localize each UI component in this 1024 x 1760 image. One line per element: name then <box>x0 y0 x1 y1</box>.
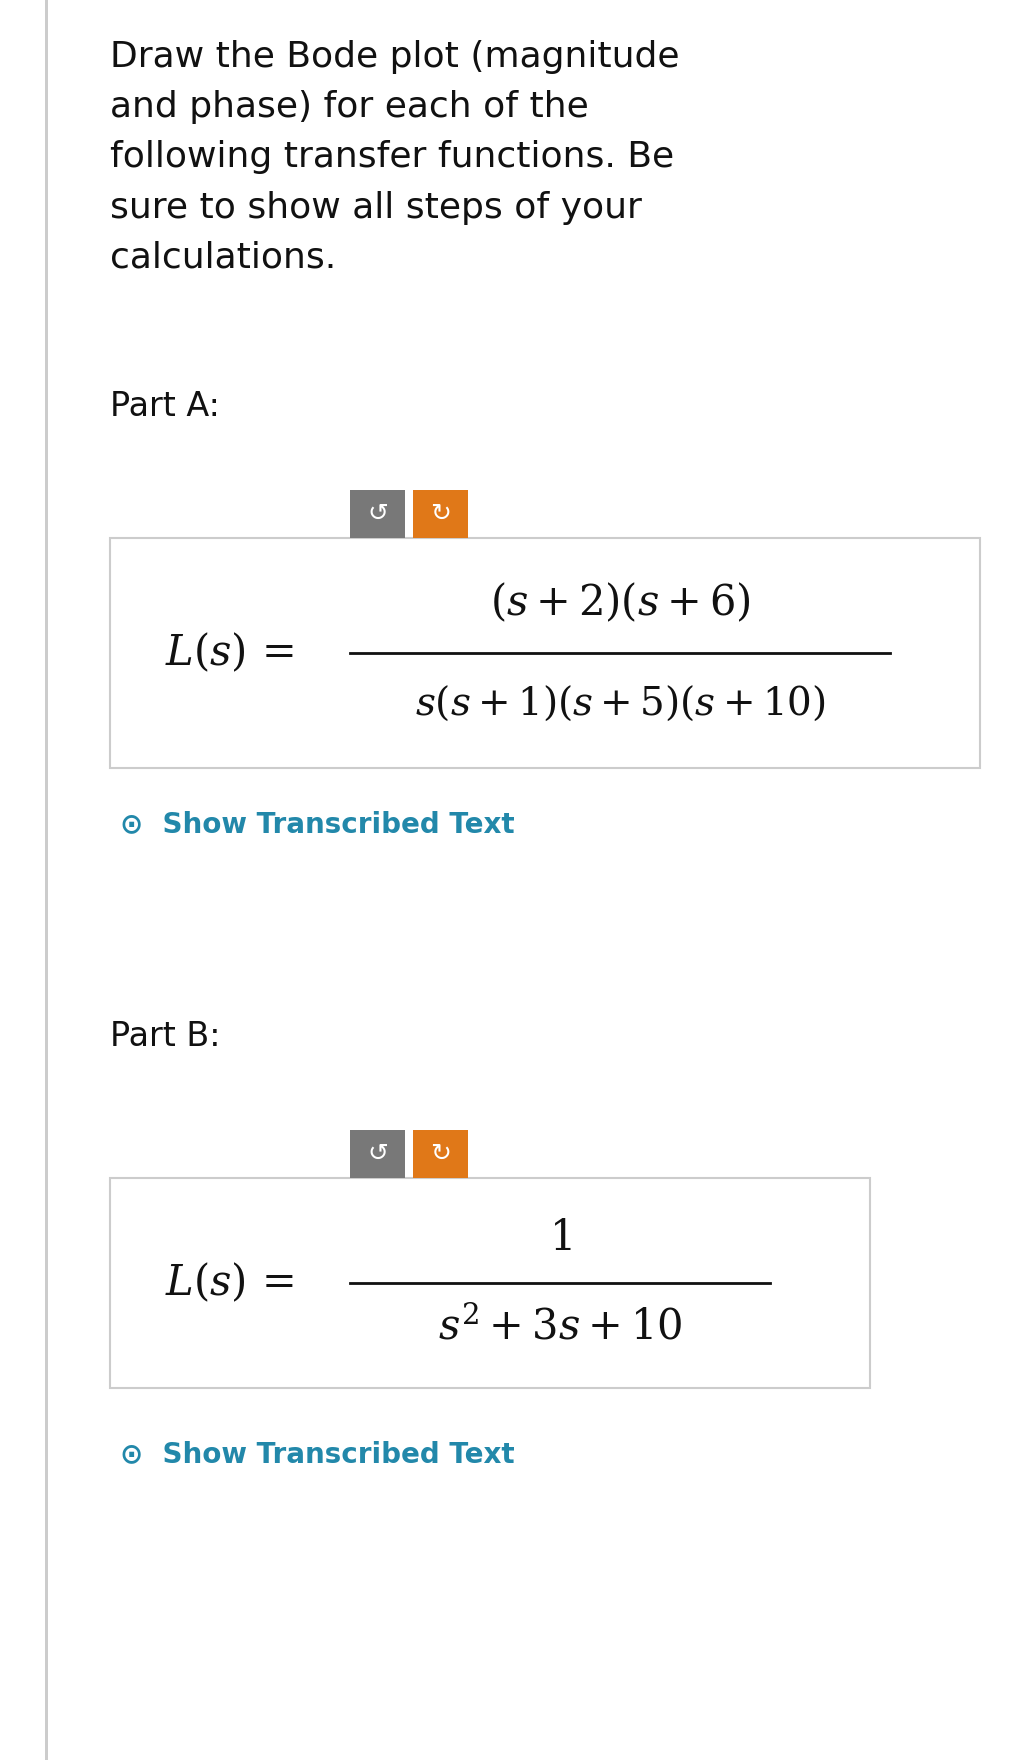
Bar <box>45 0 48 1760</box>
Text: Part A:: Part A: <box>110 391 220 422</box>
Bar <box>350 489 406 539</box>
Text: ↻: ↻ <box>430 1142 451 1165</box>
Text: $(s + 2)(s + 6)$: $(s + 2)(s + 6)$ <box>489 581 751 625</box>
Text: ⊙  Show Transcribed Text: ⊙ Show Transcribed Text <box>120 1440 515 1468</box>
Text: Draw the Bode plot (magnitude
and phase) for each of the
following transfer func: Draw the Bode plot (magnitude and phase)… <box>110 40 680 275</box>
Text: $L(s)\, =$: $L(s)\, =$ <box>165 632 294 674</box>
Text: $1$: $1$ <box>549 1216 571 1258</box>
Text: $s^2 + 3s + 10$: $s^2 + 3s + 10$ <box>438 1308 682 1348</box>
Text: ↻: ↻ <box>430 502 451 526</box>
Text: ⊙  Show Transcribed Text: ⊙ Show Transcribed Text <box>120 810 515 838</box>
Text: ↺: ↺ <box>367 502 388 526</box>
Bar <box>110 1177 870 1389</box>
Text: Part B:: Part B: <box>110 1021 220 1052</box>
Bar <box>110 539 980 767</box>
Text: $L(s)\, =$: $L(s)\, =$ <box>165 1262 294 1304</box>
Bar <box>413 1130 468 1177</box>
Bar <box>413 489 468 539</box>
Text: $s(s + 1)(s + 5)(s + 10)$: $s(s + 1)(s + 5)(s + 10)$ <box>415 683 825 723</box>
Bar <box>350 1130 406 1177</box>
Text: ↺: ↺ <box>367 1142 388 1165</box>
